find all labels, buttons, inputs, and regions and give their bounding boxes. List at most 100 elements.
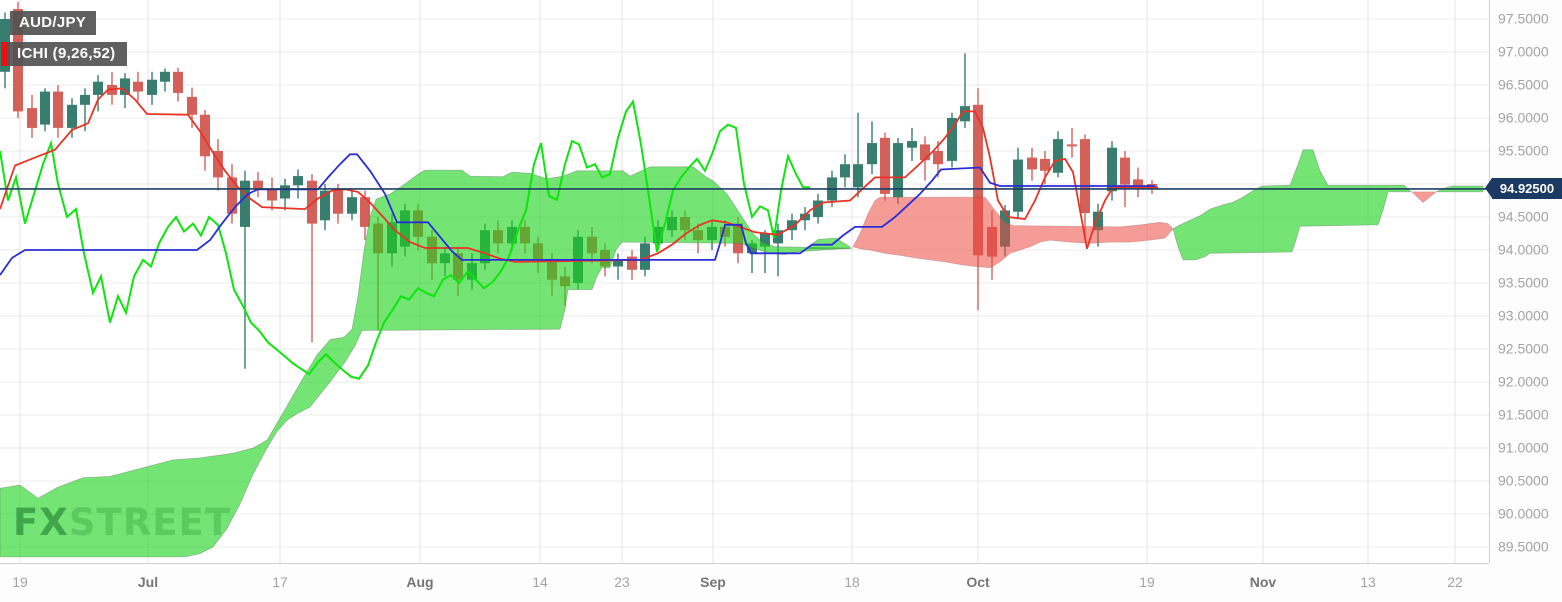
candle-body	[160, 71, 170, 82]
kumo-green	[807, 237, 851, 250]
candle-body	[867, 143, 877, 165]
tenkan-sen-line	[0, 87, 1158, 263]
candle-body	[627, 256, 637, 270]
symbol-label[interactable]: AUD/JPY	[10, 11, 97, 35]
kumo-green	[0, 166, 854, 558]
y-axis-label: 91.5000	[1498, 407, 1549, 423]
y-axis-label: 94.5000	[1498, 209, 1549, 225]
x-axis[interactable]: 19 Jul 17 Aug 14 23 Sep 18 Oct 19 Nov 13 22	[12, 574, 1463, 590]
candle-body	[40, 91, 50, 125]
candle-body	[1053, 139, 1063, 173]
y-axis-label: 95.5000	[1498, 143, 1549, 159]
candle-body	[293, 176, 303, 186]
candle-body	[1080, 139, 1090, 214]
kumo-green	[1172, 149, 1413, 261]
candle-body	[773, 230, 783, 244]
y-axis-label: 92.0000	[1498, 374, 1549, 390]
x-axis-label: Sep	[700, 574, 726, 590]
candle-body	[253, 180, 263, 190]
candle-body	[1067, 144, 1077, 147]
y-axis-label: 96.0000	[1498, 110, 1549, 126]
y-axis-label: 94.0000	[1498, 242, 1549, 258]
kumo-red	[1411, 191, 1438, 204]
candle-body	[187, 96, 197, 115]
candle-body	[973, 104, 983, 256]
candle-body	[27, 108, 37, 128]
y-axis-label: 90.5000	[1498, 473, 1549, 489]
y-axis-label: 93.5000	[1498, 275, 1549, 291]
candle-body	[853, 164, 863, 188]
candle-body	[880, 137, 890, 194]
x-axis-label: 23	[614, 574, 630, 590]
candle-body	[947, 118, 957, 161]
candle-body	[613, 259, 623, 267]
x-axis-label: 19	[1139, 574, 1155, 590]
candle-body	[93, 81, 103, 95]
candle-body	[640, 243, 650, 270]
x-axis-label: Nov	[1250, 574, 1277, 590]
candle-body	[1120, 157, 1130, 185]
chikou-span-line	[0, 98, 810, 380]
x-axis-label: 14	[532, 574, 548, 590]
candle-body	[960, 106, 970, 122]
indicator-color-bar	[1, 42, 8, 66]
candle-body	[1107, 147, 1117, 192]
candle-body	[320, 190, 330, 221]
candle-body	[747, 243, 757, 254]
candle-body	[800, 213, 810, 221]
ichimoku-lines	[0, 87, 1158, 380]
fxstreet-watermark: FXSTREET	[13, 501, 231, 544]
current-price-value: 94.92500	[1499, 181, 1555, 197]
candle-body	[813, 200, 823, 217]
candle-body	[267, 189, 277, 201]
candle-body	[1027, 157, 1037, 170]
candle-body	[920, 144, 930, 161]
candle-body	[147, 79, 157, 95]
candle-body	[120, 78, 130, 95]
candle-body	[200, 114, 210, 157]
candle-body	[240, 180, 250, 227]
candle-body	[1040, 158, 1050, 171]
y-axis-label: 97.0000	[1498, 44, 1549, 60]
candle-body	[227, 177, 237, 214]
y-axis-label: 96.5000	[1498, 77, 1549, 93]
symbol-text: AUD/JPY	[19, 14, 87, 31]
candle-body	[907, 141, 917, 148]
y-axis-label: 90.0000	[1498, 506, 1549, 522]
x-axis-label: 22	[1447, 574, 1463, 590]
candle-body	[347, 197, 357, 214]
candle-body	[307, 180, 317, 224]
candle-body	[360, 197, 370, 227]
x-axis-label: Oct	[966, 574, 990, 590]
candle-body	[173, 71, 183, 93]
candle-body	[840, 164, 850, 178]
x-axis-label: 13	[1360, 574, 1376, 590]
y-axis[interactable]: 97.5000 97.0000 96.5000 96.0000 95.5000 94.50…	[1498, 11, 1549, 555]
x-axis-label: 17	[272, 574, 288, 590]
y-axis-label: 91.0000	[1498, 440, 1549, 456]
candle-body	[53, 91, 63, 128]
y-axis-label: 92.5000	[1498, 341, 1549, 357]
x-axis-label: 19	[12, 574, 28, 590]
kumo-red	[852, 196, 1174, 269]
candle-body	[213, 151, 223, 178]
indicator-label[interactable]: ICHI (9,26,52)	[1, 42, 128, 66]
indicator-text: ICHI (9,26,52)	[8, 42, 128, 66]
candle-body	[893, 143, 903, 198]
y-axis-label: 93.0000	[1498, 308, 1549, 324]
current-price-tag: 94.92500	[1485, 178, 1562, 200]
candle-body	[933, 151, 943, 165]
candle-body	[80, 94, 90, 105]
watermark-fx: FX	[13, 501, 69, 544]
kijun-sen-line	[0, 153, 1155, 276]
x-axis-label: Jul	[138, 574, 158, 590]
candle-body	[1093, 211, 1103, 231]
candle-body	[333, 190, 343, 214]
candle-body	[760, 233, 770, 247]
watermark-street: STREET	[68, 501, 231, 544]
candle-body	[280, 185, 290, 199]
x-axis-label: Aug	[406, 574, 433, 590]
candle-body	[787, 220, 797, 231]
